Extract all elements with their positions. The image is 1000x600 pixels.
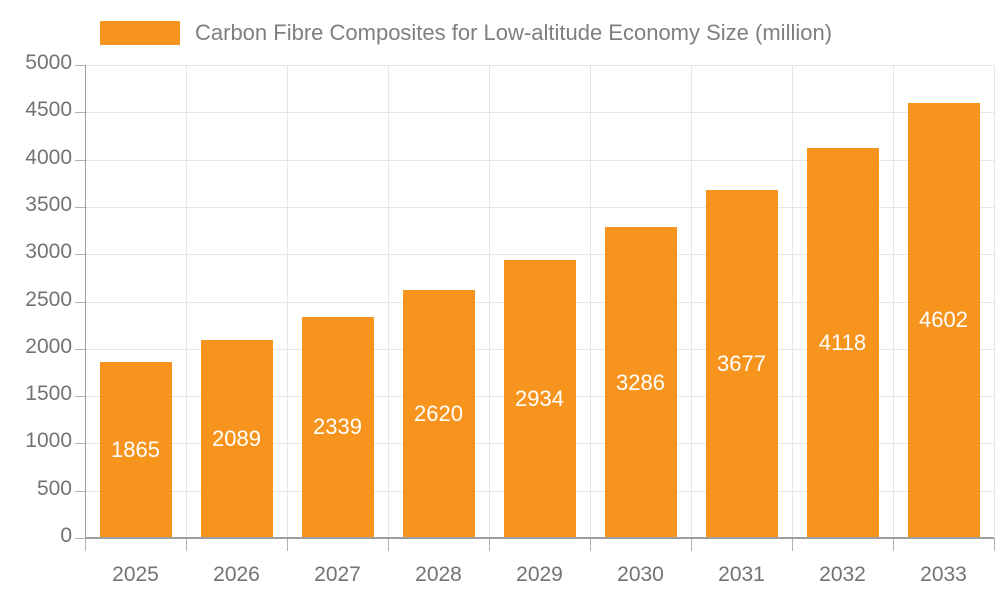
- y-axis-label: 3000: [25, 240, 72, 263]
- y-gridline: [85, 160, 994, 161]
- y-axis-tick: [75, 349, 85, 350]
- y-gridline: [85, 65, 994, 66]
- y-axis-label: 2500: [25, 288, 72, 311]
- bar: [402, 290, 475, 538]
- bar-value-label: 2339: [313, 414, 362, 440]
- y-gridline: [85, 112, 994, 113]
- x-axis-tick: [590, 538, 591, 551]
- x-axis-tick: [287, 538, 288, 551]
- bar: [200, 340, 273, 538]
- y-axis-label: 4000: [25, 146, 72, 169]
- x-axis-tick: [792, 538, 793, 551]
- y-axis-label: 3500: [25, 193, 72, 216]
- legend-swatch: [100, 21, 180, 45]
- x-gridline: [590, 65, 591, 538]
- x-gridline: [388, 65, 389, 538]
- bar: [907, 102, 980, 538]
- y-axis-label: 4500: [25, 98, 72, 121]
- y-axis-label: 2000: [25, 335, 72, 358]
- x-gridline: [893, 65, 894, 538]
- x-gridline: [994, 65, 995, 538]
- bar-value-label: 2089: [212, 426, 261, 452]
- x-axis-label: 2032: [819, 563, 866, 586]
- x-axis-label: 2025: [112, 563, 159, 586]
- bar: [99, 361, 172, 538]
- y-axis-tick: [75, 491, 85, 492]
- bar-value-label: 1865: [111, 436, 160, 462]
- y-axis-tick: [75, 396, 85, 397]
- y-axis-label: 1000: [25, 429, 72, 452]
- x-axis-label: 2027: [314, 563, 361, 586]
- y-axis-line: [85, 65, 86, 538]
- bar-value-label: 4118: [818, 330, 867, 356]
- bar: [301, 316, 374, 538]
- bar-value-label: 4602: [919, 307, 968, 333]
- x-axis-label: 2026: [213, 563, 260, 586]
- bar: [705, 190, 778, 538]
- y-gridline: [85, 254, 994, 255]
- x-axis-tick: [388, 538, 389, 551]
- x-gridline: [489, 65, 490, 538]
- x-axis-line: [85, 537, 994, 539]
- x-gridline: [691, 65, 692, 538]
- y-axis-label: 1500: [25, 382, 72, 405]
- y-axis-tick: [75, 538, 85, 539]
- x-axis-tick: [691, 538, 692, 551]
- bar: [604, 227, 677, 538]
- x-gridline: [186, 65, 187, 538]
- x-axis-label: 2031: [718, 563, 765, 586]
- legend-item[interactable]: Carbon Fibre Composites for Low-altitude…: [100, 21, 832, 45]
- x-axis-tick: [893, 538, 894, 551]
- bar-value-label: 3677: [717, 351, 766, 377]
- x-axis-tick: [994, 538, 995, 551]
- x-axis-label: 2030: [617, 563, 664, 586]
- y-axis-tick: [75, 254, 85, 255]
- y-axis-tick: [75, 65, 85, 66]
- y-axis-tick: [75, 302, 85, 303]
- x-gridline: [287, 65, 288, 538]
- x-axis-tick: [489, 538, 490, 551]
- y-gridline: [85, 207, 994, 208]
- y-axis-tick: [75, 160, 85, 161]
- bar-value-label: 2620: [414, 401, 463, 427]
- x-gridline: [792, 65, 793, 538]
- bar-value-label: 2934: [515, 386, 564, 412]
- x-axis-tick: [85, 538, 86, 551]
- x-axis-label: 2029: [516, 563, 563, 586]
- x-axis-tick: [186, 538, 187, 551]
- y-axis-tick: [75, 207, 85, 208]
- y-axis-label: 500: [36, 477, 72, 500]
- y-axis-tick: [75, 443, 85, 444]
- bar: [806, 148, 879, 538]
- bar-value-label: 3286: [616, 369, 665, 395]
- x-axis-label: 2033: [920, 563, 967, 586]
- legend-label: Carbon Fibre Composites for Low-altitude…: [195, 20, 833, 45]
- y-axis-label: 0: [60, 524, 72, 547]
- y-axis-label: 5000: [25, 51, 72, 74]
- y-axis-tick: [75, 112, 85, 113]
- x-axis-label: 2028: [415, 563, 462, 586]
- bar: [503, 260, 576, 538]
